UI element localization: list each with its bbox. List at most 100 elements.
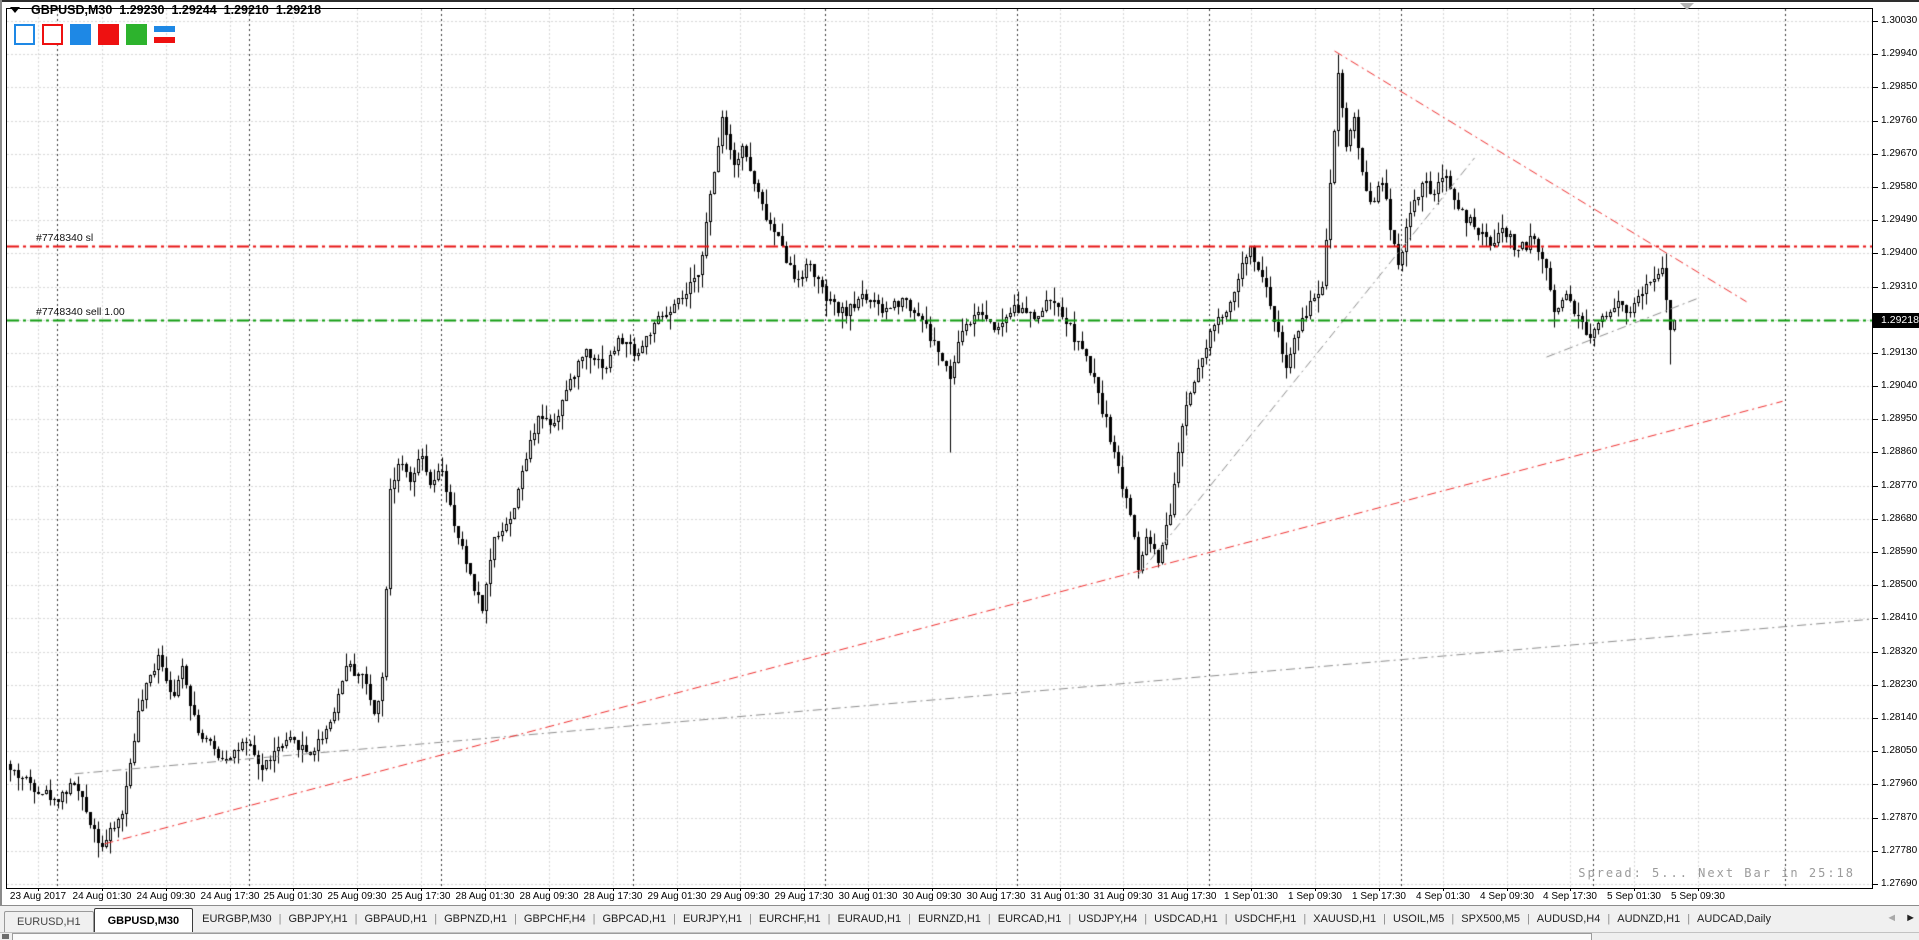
price-tick-label: 1.29130	[1873, 347, 1917, 359]
chart-tab-eurchf-h1[interactable]: EURCHF,H1	[758, 913, 821, 925]
chart-tab-usdjpy-h4[interactable]: USDJPY,H4	[1078, 913, 1138, 925]
swatch-white-red-border[interactable]	[42, 24, 63, 45]
quote-high: 1.29244	[171, 3, 217, 17]
chart-tab-gbpusd-m30[interactable]: GBPUSD,M30	[93, 907, 194, 933]
chart-tab-eurusd-h1[interactable]: EURUSD,H1	[4, 910, 94, 932]
price-tick-label: 1.28410	[1873, 612, 1917, 624]
chart-tab-gbpchf-h4[interactable]: GBPCHF,H4	[523, 913, 586, 925]
swatch-blue[interactable]	[70, 24, 91, 45]
quote-open: 1.29230	[119, 3, 165, 17]
chart-tab-usdchf-h1[interactable]: USDCHF,H1	[1234, 913, 1297, 925]
price-tick-label: 1.28140	[1873, 712, 1917, 724]
scrollbar-grip[interactable]	[2, 934, 9, 939]
chart-tab-usoil-m5[interactable]: USOIL,M5	[1393, 913, 1445, 925]
tab-separator: |	[1451, 913, 1455, 925]
chart-tab-audusd-h4[interactable]: AUDUSD,H4	[1536, 913, 1601, 925]
price-tick-label: 1.29310	[1873, 281, 1917, 293]
swatch-white-blue-border[interactable]	[14, 24, 35, 45]
quote-close: 1.29218	[275, 3, 322, 17]
time-axis: 23 Aug 2017 24 Aug 01:30 24 Aug 09:30 24 Au…	[0, 888, 1873, 905]
price-tick-label: 1.28950	[1873, 413, 1917, 425]
horizontal-scrollbar[interactable]	[0, 932, 1919, 940]
chart-shift-marker-icon[interactable]	[1680, 3, 1694, 10]
chart-tab-gbpjpy-h1[interactable]: GBPJPY,H1	[288, 913, 348, 925]
tab-separator: |	[1383, 913, 1387, 925]
candlestick-chart-canvas[interactable]	[7, 9, 1872, 888]
time-tick-label: 30 Aug 17:30	[954, 888, 1038, 902]
chart-tab-audnzd-h1[interactable]: AUDNZD,H1	[1617, 913, 1681, 925]
chart-tab-eurjpy-h1[interactable]: EURJPY,H1	[682, 913, 743, 925]
price-tick-label: 1.28230	[1873, 679, 1917, 691]
time-tick-label: 30 Aug 01:30	[826, 888, 910, 902]
swatch-green[interactable]	[126, 24, 147, 45]
price-tick-label: 1.28680	[1873, 513, 1917, 525]
time-tick-label: 28 Aug 09:30	[507, 888, 591, 902]
tab-separator: |	[827, 913, 831, 925]
time-tick-label: 29 Aug 09:30	[698, 888, 782, 902]
chart-tab-gbpnzd-h1[interactable]: GBPNZD,H1	[444, 913, 508, 925]
time-tick-label: 4 Sep 17:30	[1528, 888, 1612, 902]
tab-separator: |	[1526, 913, 1530, 925]
tab-separator: |	[673, 913, 676, 925]
window-top-frame	[0, 0, 1919, 2]
tab-separator: |	[1068, 913, 1072, 925]
price-tick-label: 1.28320	[1873, 646, 1917, 658]
tab-separator: |	[1303, 913, 1307, 925]
symbol-timeframe-label: GBPUSD,M30	[31, 3, 113, 17]
time-tick-label: 1 Sep 17:30	[1337, 888, 1421, 902]
chart-tab-gbpcad-h1[interactable]: GBPCAD,H1	[602, 913, 667, 925]
time-tick-label: 28 Aug 01:30	[443, 888, 527, 902]
price-tick-label: 1.29400	[1873, 247, 1917, 259]
scrollbar-thumb[interactable]	[12, 933, 1592, 940]
chart-tab-euraud-h1[interactable]: EURAUD,H1	[837, 913, 902, 925]
order-sell-line-label: #7748340 sell 1.00	[36, 306, 125, 318]
order-sl-line-label: #7748340 sl	[36, 232, 94, 244]
price-tick-label: 1.28770	[1873, 480, 1917, 492]
tab-separator: |	[278, 913, 282, 925]
time-tick-label: 1 Sep 09:30	[1273, 888, 1357, 902]
price-axis: 1.30030 1.29940 1.29850 1.29760 1.29670 1.295…	[1873, 0, 1919, 932]
chart-tab-eurgbp-m30[interactable]: EURGBP,M30	[202, 913, 272, 925]
time-tick-label: 24 Aug 09:30	[124, 888, 208, 902]
time-tick-label: 4 Sep 09:30	[1465, 888, 1549, 902]
tabs-scroll-left-button[interactable]: ◄	[1886, 912, 1898, 924]
tab-separator: |	[1144, 913, 1148, 925]
time-tick-label: 30 Aug 09:30	[890, 888, 974, 902]
chart-tab-xauusd-h1[interactable]: XAUUSD,H1	[1313, 913, 1377, 925]
price-tick-label: 1.28500	[1873, 579, 1917, 591]
current-price-box: 1.29218	[1873, 313, 1919, 328]
chart-tab-gbpaud-h1[interactable]: GBPAUD,H1	[364, 913, 428, 925]
swatch-bicolor-bars[interactable]	[154, 24, 175, 45]
time-tick-label: 23 Aug 2017	[0, 888, 80, 902]
tab-separator: |	[592, 913, 596, 925]
chart-tab-eurnzd-h1[interactable]: EURNZD,H1	[917, 913, 981, 925]
price-tick-label: 1.27780	[1873, 845, 1917, 857]
chart-tab-eurcad-h1[interactable]: EURCAD,H1	[997, 913, 1062, 925]
time-tick-label: 25 Aug 01:30	[251, 888, 335, 902]
color-swatch-toolbar	[14, 24, 175, 45]
tab-separator: |	[1687, 913, 1691, 925]
price-tick-label: 1.29670	[1873, 148, 1917, 160]
quote-low: 1.29210	[223, 3, 269, 17]
chart-tab-audcad-daily[interactable]: AUDCAD,Daily	[1697, 913, 1772, 925]
swatch-red[interactable]	[98, 24, 119, 45]
tab-separator: |	[354, 913, 358, 925]
time-tick-label: 29 Aug 17:30	[762, 888, 846, 902]
time-tick-label: 5 Sep 09:30	[1656, 888, 1740, 902]
chart-tab-spx500-m5[interactable]: SPX500,M5	[1461, 913, 1520, 925]
chart-tab-bar: EURUSD,H1 GBPUSD,M30 EURGBP,M30 | GBPJPY,H1 |…	[0, 905, 1919, 933]
time-tick-label: 31 Aug 09:30	[1081, 888, 1165, 902]
tab-separator: |	[1224, 913, 1228, 925]
price-tick-label: 1.30030	[1873, 15, 1917, 27]
chart-dropdown-arrow-icon[interactable]	[10, 7, 20, 13]
time-tick-label: 31 Aug 01:30	[1018, 888, 1102, 902]
tabs-scroll-right-button[interactable]: ►	[1905, 912, 1916, 924]
time-tick-label: 1 Sep 01:30	[1209, 888, 1293, 902]
time-tick-label: 25 Aug 09:30	[315, 888, 399, 902]
time-tick-label: 24 Aug 17:30	[188, 888, 272, 902]
chart-tab-usdcad-h1[interactable]: USDCAD,H1	[1154, 913, 1218, 925]
price-tick-label: 1.29580	[1873, 181, 1917, 193]
price-tick-label: 1.29850	[1873, 81, 1917, 93]
time-tick-label: 28 Aug 17:30	[571, 888, 655, 902]
